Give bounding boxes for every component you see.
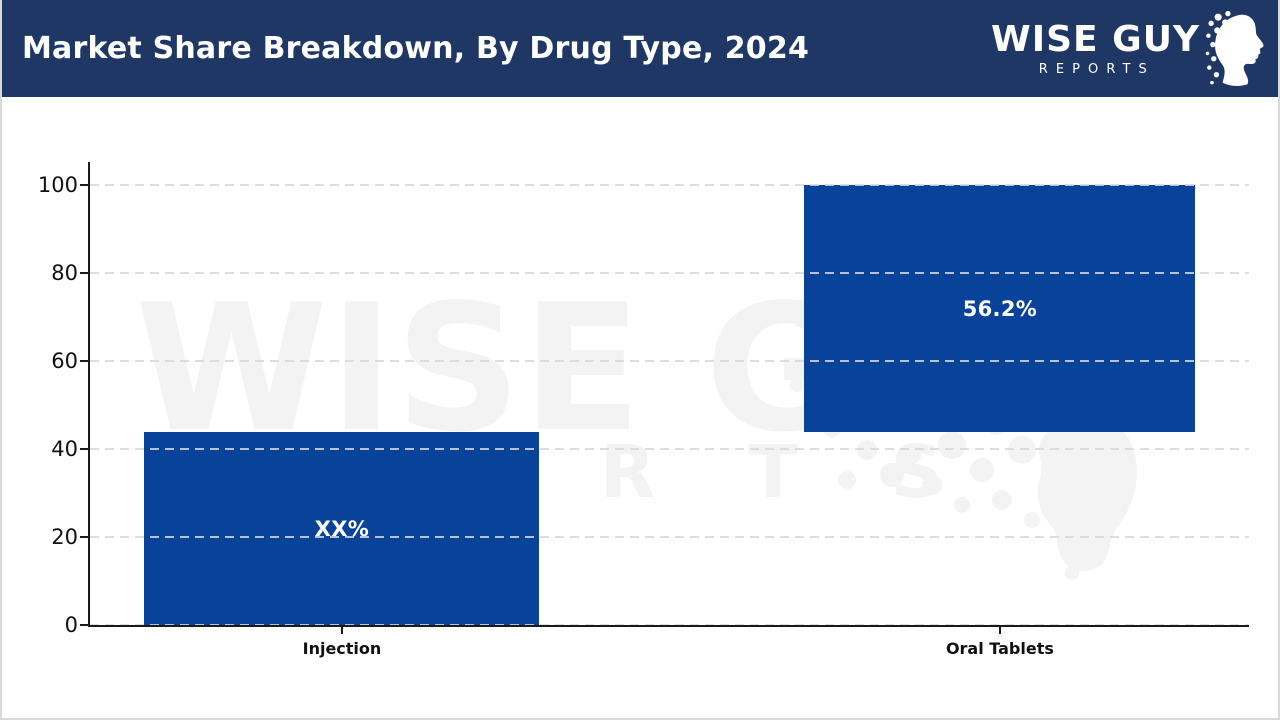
y-tick-mark [80,536,90,538]
page-header: Market Share Breakdown, By Drug Type, 20… [2,0,1278,97]
logo-face-icon [1205,10,1264,86]
y-tick-mark [80,272,90,274]
axes-layer: 0 20 40 60 80 100 Injection Oral Tablets [2,97,1278,718]
page-title: Market Share Breakdown, By Drug Type, 20… [22,31,810,66]
y-axis-spine [88,162,90,627]
y-axis-tick-label: 20 [51,525,78,549]
y-axis-tick-label: 0 [64,613,78,637]
x-tick-mark [998,625,1001,634]
logo-wordmark: WISE GUY [990,19,1200,61]
bar-oral-tablets: 56.2% [804,185,1196,433]
x-axis-spine [88,625,1249,627]
logo-subtitle: REPORTS [1038,61,1155,77]
category-label-oral-tablets: Oral Tablets [945,639,1054,658]
bar-chart: WISE GU R T S [2,97,1278,718]
gridline [90,360,1249,362]
y-axis-tick-label: 80 [51,261,78,285]
gridline [90,448,1249,450]
y-tick-mark [80,184,90,186]
gridline [90,536,1249,538]
y-axis-tick-label: 60 [51,349,78,373]
logo-text: WISE GUY REPORTS [991,21,1200,77]
y-axis-tick-label: 100 [37,173,78,197]
wiseguy-logo: WISE GUY REPORTS [991,6,1266,92]
gridline [90,272,1249,274]
category-label-injection: Injection [302,639,382,658]
y-tick-mark [80,624,90,626]
gridline [90,184,1249,186]
y-tick-mark [80,360,90,362]
x-tick-mark [340,625,343,634]
bar-value-label: 56.2% [962,296,1038,321]
y-tick-mark [80,448,90,450]
bars-layer: XX% 56.2% [2,97,1278,718]
y-axis-tick-label: 40 [51,437,78,461]
